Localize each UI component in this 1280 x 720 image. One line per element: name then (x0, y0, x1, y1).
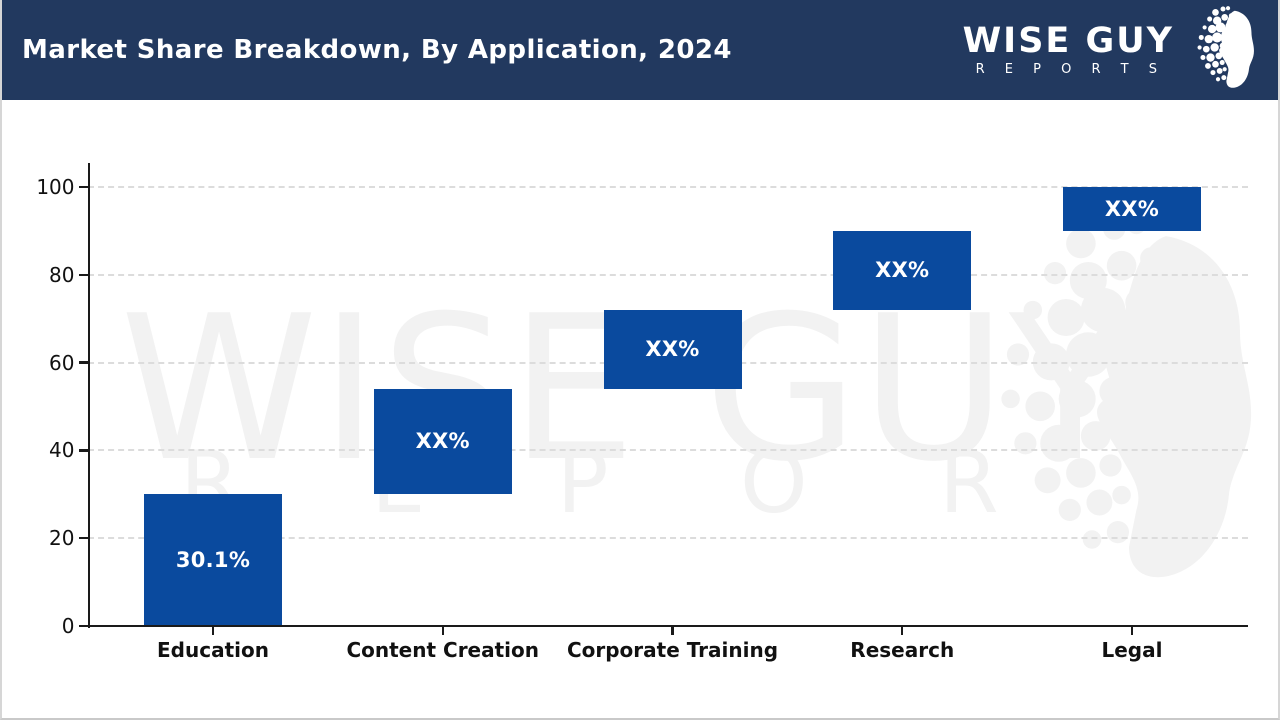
y-axis-label: 80 (49, 262, 75, 287)
waterfall-plot: 0 20 40 60 80 100 30.1% Education XX% Content Cre… (2, 100, 1278, 718)
x-axis-label-research: Research (850, 638, 955, 662)
bar-legal: XX% (1063, 187, 1201, 231)
logo-wordmark: WISE GUY (962, 20, 1174, 61)
header: Market Share Breakdown, By Application, … (2, 0, 1278, 100)
y-tick-80 (78, 273, 88, 276)
bar-content-creation: XX% (373, 388, 512, 494)
bar-value-label: XX% (875, 258, 930, 283)
x-tick-legal (1130, 627, 1134, 635)
x-axis-label-content-creation: Content Creation (346, 638, 540, 662)
bar-value-label: XX% (645, 337, 700, 362)
chart-canvas: WISE GUY R E P O R T S 02040608010030.1%… (2, 100, 1278, 718)
bar-education: 30.1% (144, 493, 282, 626)
gridline-y-80 (87, 273, 1248, 276)
y-axis-label: 40 (49, 438, 75, 463)
gridline-y-20 (87, 537, 1248, 540)
bar-value-label: XX% (1104, 196, 1160, 221)
y-axis-label: 20 (49, 526, 75, 551)
bar-value-label: 30.1% (175, 547, 251, 572)
x-axis-label-education: Education (157, 638, 269, 662)
x-axis-label-corporate-training: Corporate Training (566, 638, 779, 662)
x-axis-label-legal: Legal (1101, 638, 1163, 662)
x-tick-content-creation (441, 627, 444, 635)
logo-text: WISE GUY R E P O R T S (962, 20, 1174, 77)
y-tick-0 (78, 624, 88, 628)
y-axis-label: 60 (49, 350, 75, 375)
y-axis-label: 0 (61, 614, 75, 638)
y-tick-100 (78, 185, 88, 189)
x-tick-research (901, 627, 904, 635)
y-tick-40 (78, 449, 88, 452)
y-tick-20 (78, 537, 88, 540)
x-tick-corporate-training (671, 627, 674, 635)
bar-research: XX% (833, 230, 972, 310)
logo-subtitle: R E P O R T S (975, 61, 1165, 77)
y-axis-line (87, 163, 90, 628)
chart-title: Market Share Breakdown, By Application, … (22, 35, 732, 65)
x-tick-education (211, 627, 215, 635)
y-axis-label: 100 (36, 175, 75, 199)
x-axis-line (87, 625, 1248, 628)
wise-guy-reports-logo: WISE GUY R E P O R T S (963, 4, 1260, 96)
bar-corporate-training: XX% (603, 309, 742, 389)
gridline-y-100 (87, 186, 1248, 188)
bar-value-label: XX% (415, 429, 470, 454)
y-tick-60 (78, 361, 88, 364)
gridline-y-40 (87, 449, 1248, 452)
face-dots-icon (1197, 6, 1254, 88)
